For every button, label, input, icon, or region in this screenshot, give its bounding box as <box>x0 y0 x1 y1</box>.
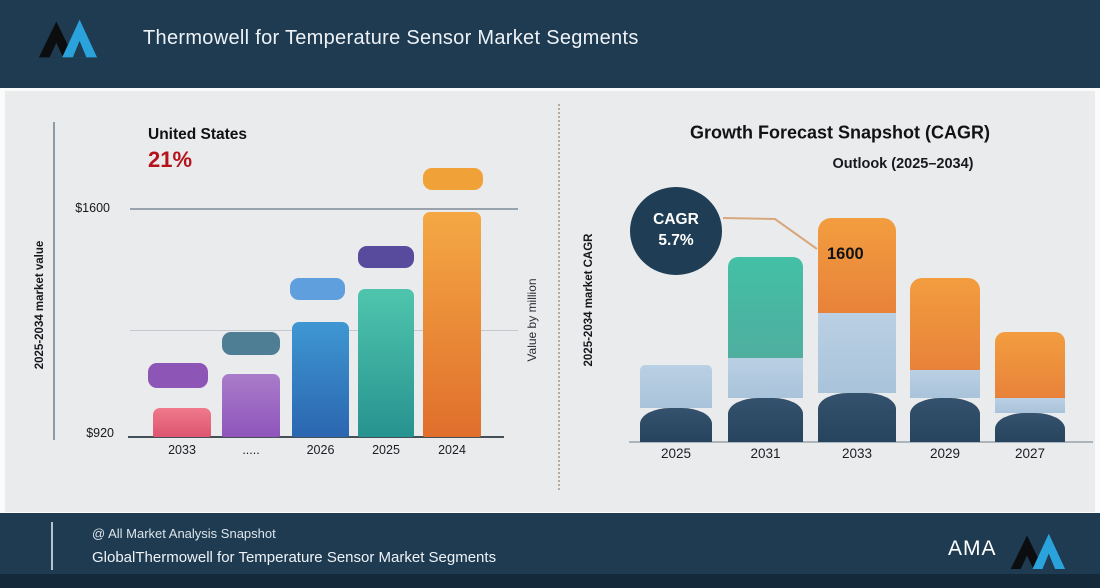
bar-..... <box>222 374 280 437</box>
segment-2027-orange <box>995 332 1065 398</box>
cagr-badge-value: 5.7% <box>658 232 694 249</box>
floating-pill-2025 <box>358 246 414 268</box>
footer-ama-logo-icon <box>1010 533 1066 570</box>
footer-brand-text: AMA <box>948 537 997 560</box>
x-label-2033: 2033 <box>841 446 873 461</box>
bar-2033 <box>153 408 211 437</box>
right-chart-y-axis-title: 2025-2034 market CAGR <box>583 233 595 367</box>
panel-separator-dotted-line <box>558 104 560 490</box>
left-chart-x-axis <box>128 436 504 438</box>
right-chart-x-axis <box>629 441 1093 443</box>
left-chart-highlight-value: 21% <box>148 147 193 172</box>
left-chart-title: United States <box>148 126 248 143</box>
footer-bottom-strip <box>0 574 1100 588</box>
floating-pill-2024 <box>423 168 483 190</box>
left-chart-y-axis-title: 2025-2034 market value <box>34 240 46 370</box>
y-tick-920: $920 <box>86 426 114 440</box>
x-label-.....: ..... <box>242 443 260 457</box>
cagr-badge-label: CAGR <box>653 211 699 229</box>
x-label-2026: 2026 <box>306 443 335 457</box>
segment-2027-navy <box>995 413 1065 442</box>
segment-2027-lightblue <box>995 398 1065 413</box>
floating-pill-..... <box>222 332 280 355</box>
segment-2031-lightblue <box>728 358 803 398</box>
segment-2033-lightblue <box>818 313 896 393</box>
segment-2029-lightblue <box>910 370 980 398</box>
x-label-2033: 2033 <box>168 443 196 457</box>
x-label-2027: 2027 <box>1014 446 1046 461</box>
floating-pill-2033 <box>148 363 208 388</box>
footer-credit-text: @ All Market Analysis Snapshot <box>92 526 276 541</box>
gridline-1600 <box>130 208 518 210</box>
ama-logo-icon <box>38 19 98 58</box>
segment-2033-navy <box>818 393 896 442</box>
footer-divider-line <box>51 522 53 570</box>
segment-2025-lightblue <box>640 365 712 408</box>
segment-2031-navy <box>728 398 803 442</box>
header-bar <box>0 0 1100 90</box>
y-tick-1600: $1600 <box>75 201 110 215</box>
page-title: Thermowell for Temperature Sensor Market… <box>143 27 639 49</box>
x-label-2031: 2031 <box>750 446 781 461</box>
x-label-2024: 2024 <box>438 443 466 457</box>
footer-source-text: GlobalThermowell for Temperature Sensor … <box>92 549 497 566</box>
right-chart-subtitle: Outlook (2025–2034) <box>832 156 974 172</box>
floating-pill-2026 <box>290 278 345 300</box>
left-chart-y-axis <box>53 122 55 440</box>
right-chart-title: Growth Forecast Snapshot (CAGR) <box>689 122 991 143</box>
x-label-2029: 2029 <box>929 446 961 461</box>
bar-2024 <box>423 212 481 437</box>
bar-annotation-1600: 1600 <box>827 245 864 263</box>
segment-2029-navy <box>910 398 980 442</box>
x-label-2025: 2025 <box>660 446 692 461</box>
bar-2026 <box>292 322 349 437</box>
segment-2025-navy <box>640 408 712 442</box>
x-label-2025: 2025 <box>372 443 400 457</box>
bar-2025 <box>358 289 414 437</box>
segment-2029-orange <box>910 278 980 370</box>
cagr-badge: CAGR 5.7% <box>630 187 722 275</box>
segment-2033-orange <box>818 218 896 313</box>
segment-2031-teal <box>728 257 803 358</box>
left-chart-right-axis-title: Value by million <box>525 278 539 362</box>
